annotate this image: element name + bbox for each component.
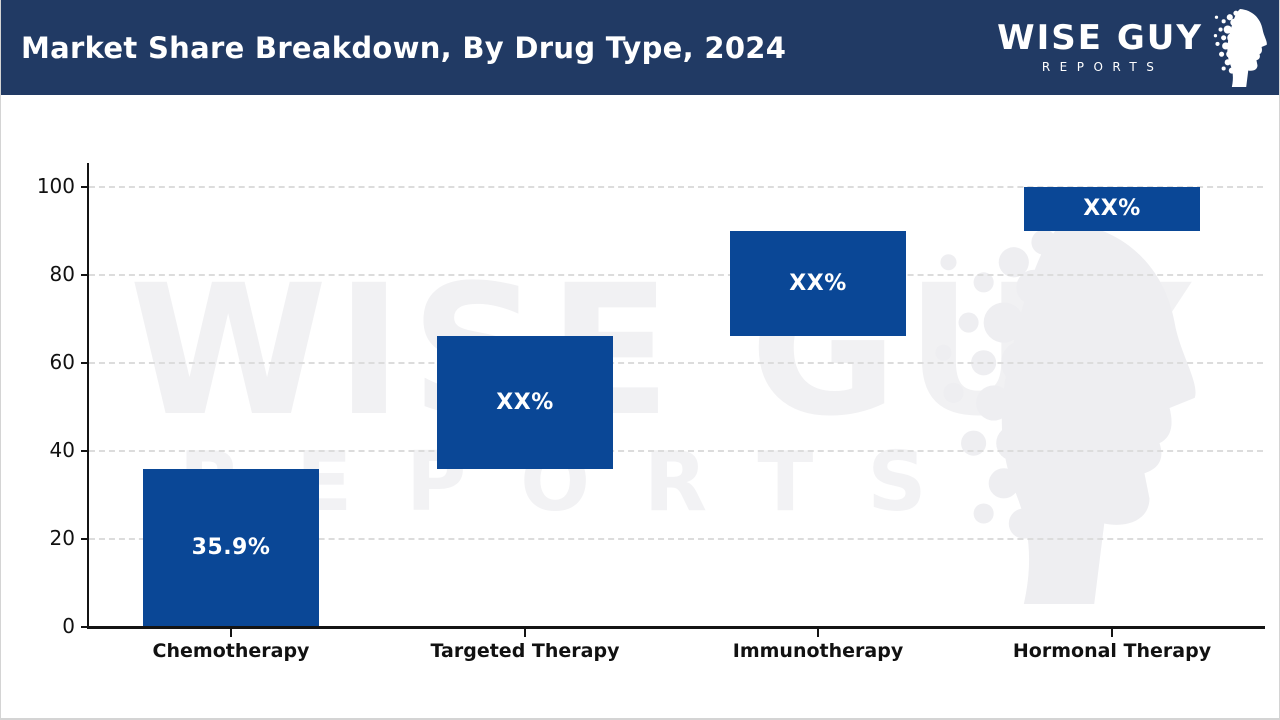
x-tick-mark (524, 628, 526, 637)
x-axis-label: Hormonal Therapy (1012, 640, 1212, 662)
grid-line (89, 186, 1263, 188)
header-bar: Market Share Breakdown, By Drug Type, 20… (1, 0, 1279, 95)
y-tick-mark (81, 449, 89, 452)
y-tick-mark (81, 625, 89, 628)
bar: XX% (730, 230, 906, 337)
grid-line (89, 273, 1263, 276)
grid-line (89, 361, 1263, 364)
wiseguy-face-logo-icon (1213, 8, 1267, 87)
bar: XX% (1024, 187, 1200, 231)
x-tick-mark (817, 628, 819, 637)
logo-subtext: REPORTS (1041, 60, 1164, 74)
y-tick-mark (81, 273, 89, 276)
y-tick-mark (81, 537, 89, 540)
x-tick-mark (1111, 628, 1113, 637)
y-tick-label: 60 (49, 349, 75, 374)
x-axis-label: Targeted Therapy (430, 640, 620, 662)
bar-value-label: XX% (496, 390, 554, 416)
bar-value-label: 35.9% (191, 535, 271, 561)
y-tick-label: 100 (36, 174, 75, 198)
y-tick-mark (81, 186, 89, 188)
y-tick-label: 20 (49, 525, 75, 550)
x-axis-label: Immunotherapy (732, 640, 904, 662)
chart-title: Market Share Breakdown, By Drug Type, 20… (21, 30, 787, 65)
bar-value-label: XX% (1083, 196, 1141, 222)
y-tick-mark (81, 361, 89, 364)
wiseguy-logo: WISE GUY REPORTS (997, 7, 1271, 89)
y-tick-label: 80 (49, 261, 75, 286)
x-axis-line (87, 626, 1265, 629)
bar-value-label: XX% (789, 271, 847, 297)
watermark-face-icon (935, 222, 1196, 604)
x-axis-label: Chemotherapy (152, 640, 310, 662)
bar: XX% (437, 336, 613, 469)
y-tick-label: 40 (49, 437, 75, 462)
bar: 35.9% (143, 468, 319, 627)
y-axis-line (87, 163, 89, 629)
y-tick-label: 0 (62, 613, 75, 638)
x-tick-mark (230, 628, 232, 637)
grid-line (89, 537, 1263, 540)
grid-line (89, 449, 1263, 452)
logo-wordmark: WISE GUY (997, 18, 1203, 58)
logo-text: WISE GUY REPORTS (997, 21, 1203, 74)
